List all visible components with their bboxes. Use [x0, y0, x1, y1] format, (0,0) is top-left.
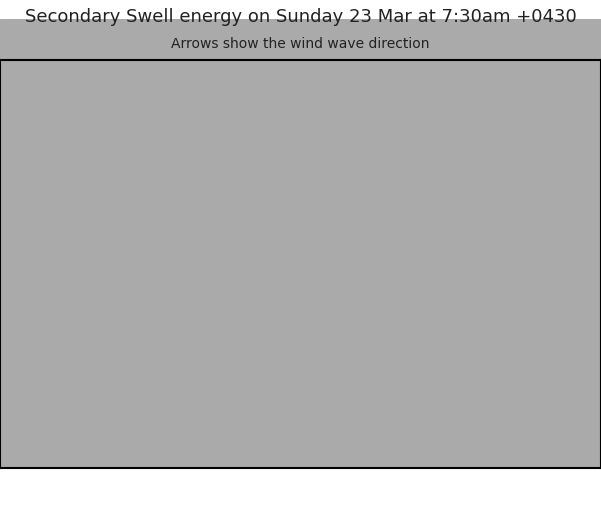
Text: Arrows show the wind wave direction: Arrows show the wind wave direction — [171, 37, 430, 51]
Text: Secondary Swell energy on Sunday 23 Mar at 7:30am +0430: Secondary Swell energy on Sunday 23 Mar … — [25, 8, 576, 26]
